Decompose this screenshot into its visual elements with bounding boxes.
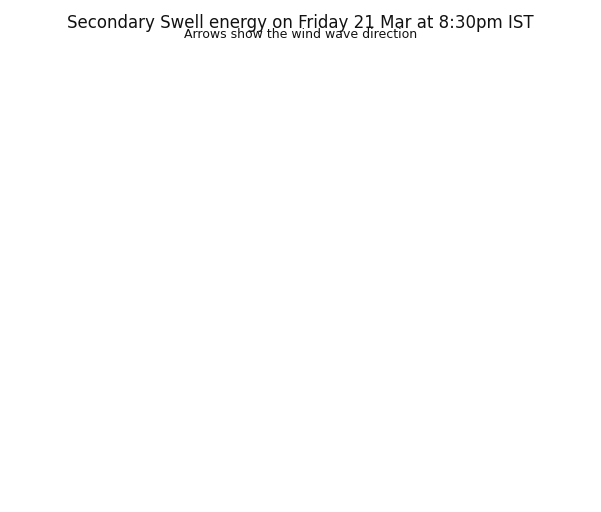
Text: Secondary Swell energy on Friday 21 Mar at 8:30pm IST: Secondary Swell energy on Friday 21 Mar … <box>67 14 534 32</box>
Text: Arrows show the wind wave direction: Arrows show the wind wave direction <box>184 28 417 41</box>
